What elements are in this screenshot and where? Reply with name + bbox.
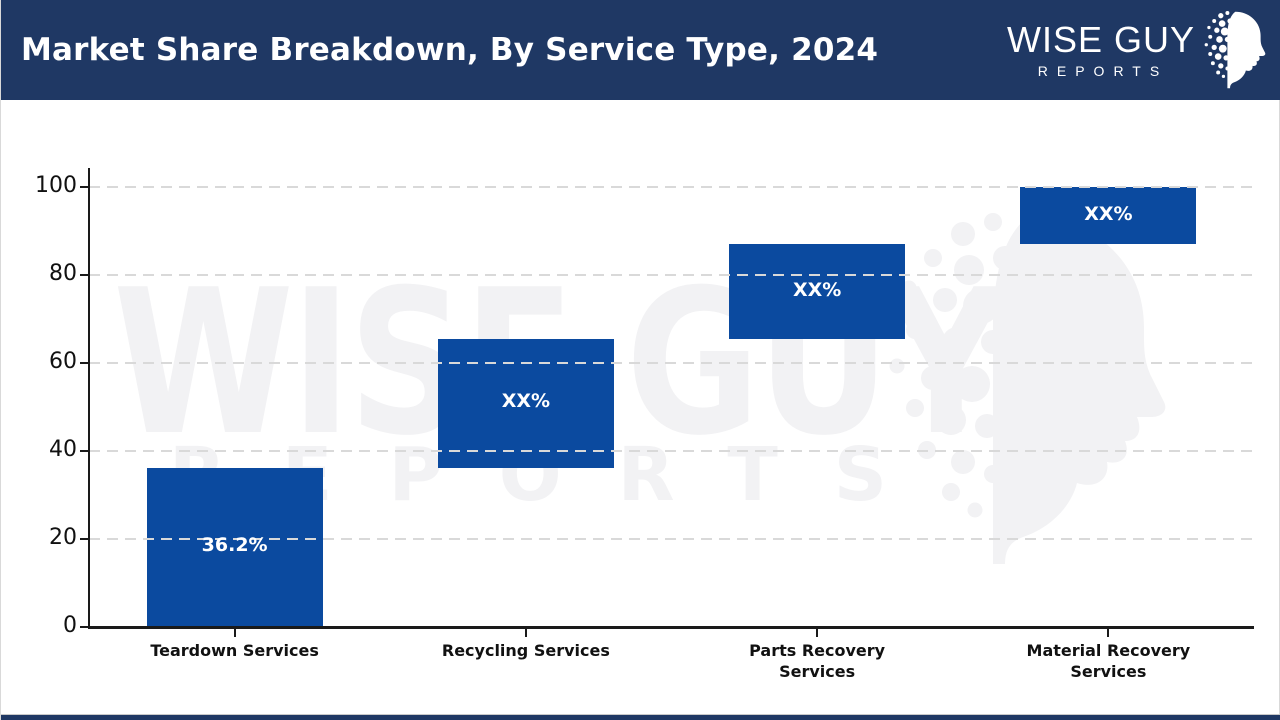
x-category-label: Recycling Services [441, 641, 610, 660]
gridline-40 [89, 450, 1254, 452]
bar-parts-recovery-services[interactable] [729, 244, 906, 339]
bar-value-label: 36.2% [201, 534, 268, 557]
x-tick-mark [524, 629, 527, 637]
y-tick-label: 40 [49, 437, 77, 462]
y-tick-mark [80, 538, 89, 540]
y-tick-label: 60 [49, 349, 77, 374]
y-tick-label: 100 [35, 173, 77, 198]
y-tick-mark [80, 450, 89, 452]
bar-value-label: XX% [792, 278, 842, 301]
y-axis-spine [88, 168, 90, 628]
y-tick-label: 80 [49, 261, 77, 286]
y-tick-label: 20 [49, 525, 77, 550]
x-tick-mark [816, 629, 819, 637]
brand-logo: WISE GUY REPORTS [1007, 10, 1267, 90]
y-tick-mark [80, 274, 89, 276]
gridline-100 [89, 186, 1254, 188]
x-tick-mark [1107, 629, 1110, 637]
bar-recycling-services[interactable] [437, 338, 614, 468]
y-tick-mark [80, 626, 89, 628]
brand-name: WISE GUY [1006, 19, 1195, 60]
bar-teardown-services[interactable] [146, 467, 323, 627]
wise-guy-face-icon [1201, 10, 1267, 90]
x-axis-spine [88, 626, 1254, 629]
y-tick-mark [80, 186, 89, 188]
gridline-60 [89, 362, 1254, 364]
gridline-20 [89, 538, 1254, 540]
y-tick-label: 0 [63, 613, 77, 638]
bar-value-label: XX% [1084, 202, 1133, 225]
gridline-80 [89, 274, 1254, 276]
x-category-label: Material Recovery Services [1026, 641, 1191, 681]
brand-subname: REPORTS [1037, 63, 1169, 79]
footer-bar [1, 714, 1280, 720]
x-category-label: Parts Recovery Services [749, 641, 886, 681]
bar-value-label: XX% [501, 390, 551, 413]
page-title: Market Share Breakdown, By Service Type,… [21, 32, 879, 68]
y-tick-mark [80, 362, 89, 364]
header-bar: Market Share Breakdown, By Service Type,… [1, 0, 1280, 100]
x-tick-mark [233, 629, 236, 637]
x-category-label: Teardown Services [150, 641, 319, 660]
